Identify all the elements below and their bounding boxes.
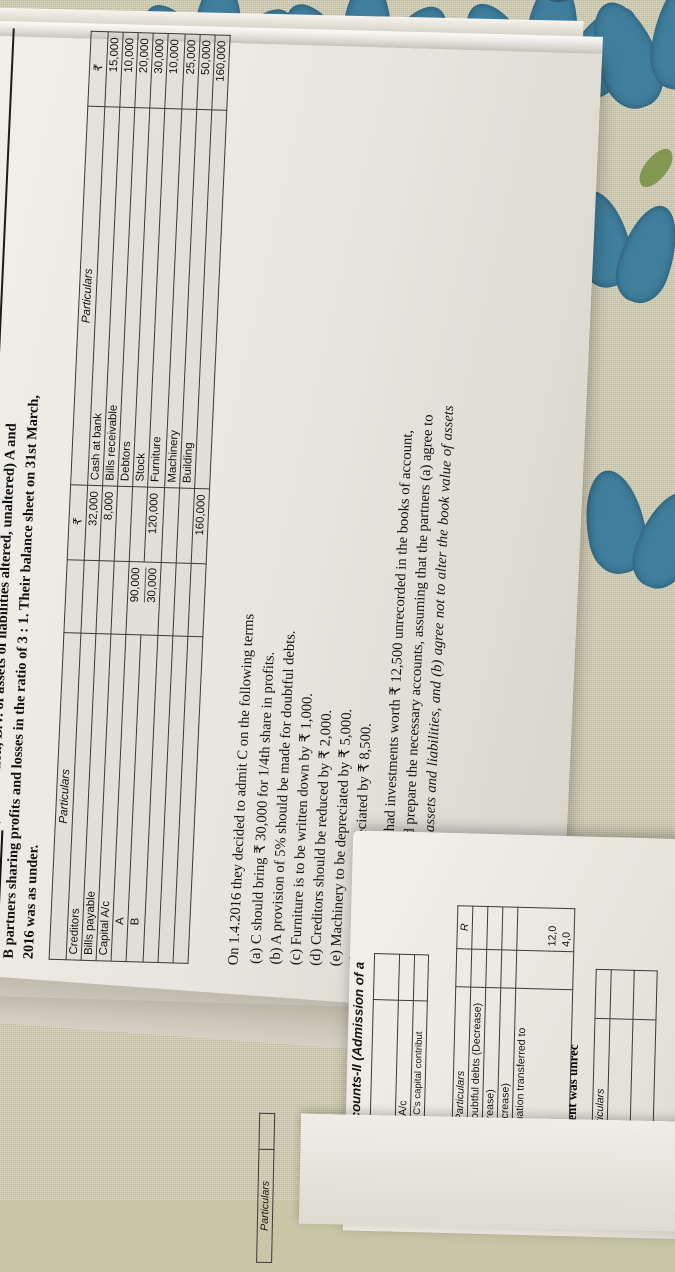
bottom-sliver-table: Particulars: [256, 1113, 275, 1263]
liabilities-total: 160,000: [190, 488, 210, 565]
revaluation-col-amount: R: [456, 905, 473, 949]
reval-sub-6: [558, 951, 574, 990]
textbook-page-bottom-sliver: Particulars: [256, 1113, 675, 1263]
reval-sub-5: [544, 950, 560, 990]
reval-sub-4: [530, 950, 546, 990]
liab-sub-4-value: 30,000: [143, 567, 159, 603]
reval-amt-0: [471, 906, 488, 950]
reval-amt-5: 12,0: [545, 908, 561, 952]
page-bottom-content-rotated: Particulars: [256, 1073, 450, 1267]
reval-sub-1: [485, 949, 502, 989]
reval-sub-3: [515, 950, 532, 989]
reval-amt-3: [516, 907, 533, 951]
reval-amt-4: [531, 907, 547, 951]
bottom-sliver-col-particulars: Particulars: [256, 1149, 274, 1263]
revaluation-col-sub: [455, 948, 472, 988]
lower-amt-1: [632, 970, 658, 1021]
reval-sub-2: [500, 949, 517, 989]
journal-amount-0: [373, 953, 400, 1001]
journal-amount-1: [398, 954, 415, 1001]
reval-amt-2: [501, 906, 518, 951]
lower-col-amount: [594, 969, 612, 1019]
balance-sheet-table: Particulars ₹ Particulars ₹ Creditors 32…: [48, 30, 231, 964]
reval-amt-1: [486, 906, 503, 950]
reval-sub-0: [470, 948, 487, 988]
journal-amount-2: [413, 954, 429, 1002]
reval-amt-6: 4,0: [559, 908, 575, 952]
lower-amt-0: [609, 969, 635, 1020]
bottom-sliver-col-amount: [258, 1113, 275, 1150]
assets-total: 160,000: [211, 34, 230, 111]
liab-total-sub: [187, 563, 206, 637]
bottom-sliver-header-row: Particulars: [256, 1113, 275, 1263]
